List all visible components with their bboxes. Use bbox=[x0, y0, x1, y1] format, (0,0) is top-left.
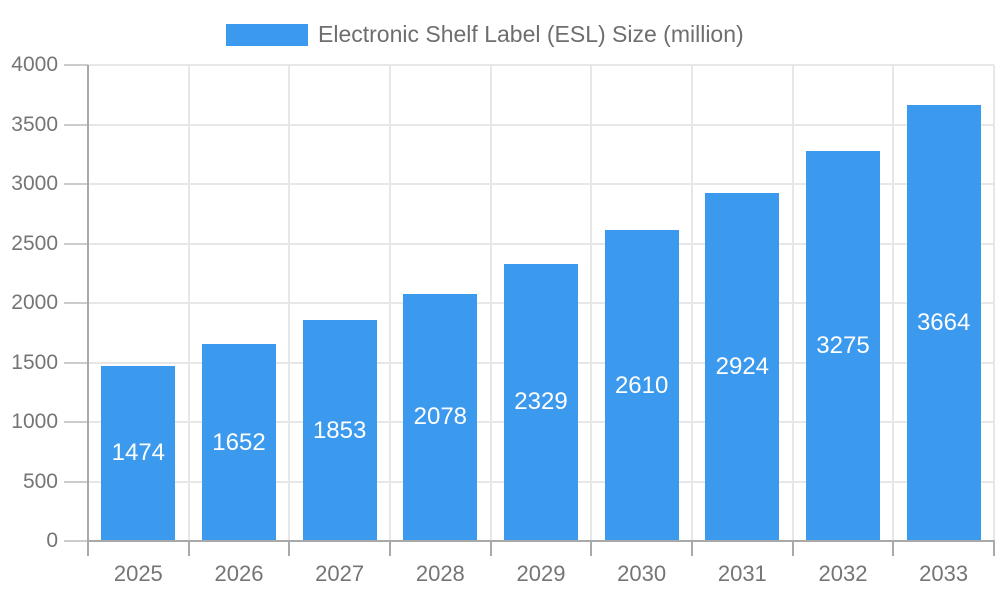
y-axis-label: 2000 bbox=[11, 291, 58, 314]
bar-value-label: 3275 bbox=[816, 332, 870, 360]
y-axis-label: 2500 bbox=[11, 231, 58, 255]
x-axis-label: 2028 bbox=[415, 561, 465, 586]
y-axis-tick bbox=[64, 302, 88, 304]
y-axis-label: 4000 bbox=[11, 53, 58, 76]
legend-swatch bbox=[226, 23, 308, 46]
bar-value-label: 2924 bbox=[715, 353, 770, 381]
gridline-vertical bbox=[791, 65, 794, 541]
bar-value-label: 2610 bbox=[614, 371, 669, 399]
bar-value-label: 3664 bbox=[916, 308, 971, 336]
bar-value-label: 1853 bbox=[312, 416, 367, 444]
bar[interactable] bbox=[202, 344, 276, 541]
x-axis-label: 2029 bbox=[516, 561, 566, 586]
gridline-vertical bbox=[489, 65, 492, 541]
y-axis-line bbox=[87, 65, 89, 543]
gridline-vertical bbox=[993, 65, 995, 541]
gridline-horizontal bbox=[88, 242, 994, 245]
gridline-vertical bbox=[389, 65, 391, 541]
y-axis-label: 3000 bbox=[11, 172, 58, 195]
bar[interactable] bbox=[604, 230, 679, 541]
bar[interactable] bbox=[705, 193, 780, 541]
gridline-vertical bbox=[590, 65, 593, 541]
x-axis-tick bbox=[389, 541, 391, 556]
x-axis-label: 2026 bbox=[214, 561, 264, 586]
x-axis-label: 2030 bbox=[617, 561, 667, 586]
y-axis-label: 1000 bbox=[11, 410, 58, 433]
gridline-vertical bbox=[288, 65, 291, 541]
y-axis-label: 1500 bbox=[11, 350, 58, 374]
x-axis-tick bbox=[590, 541, 593, 556]
gridline-horizontal bbox=[88, 64, 994, 66]
y-axis-tick bbox=[64, 421, 88, 423]
gridline-horizontal bbox=[88, 123, 994, 126]
y-axis-tick bbox=[64, 64, 88, 66]
x-axis-tick bbox=[791, 541, 794, 556]
bar-value-label: 1652 bbox=[212, 428, 266, 456]
y-axis-tick bbox=[64, 183, 88, 185]
x-axis-tick bbox=[489, 541, 492, 556]
x-axis-tick bbox=[993, 541, 995, 556]
bar-value-label: 1474 bbox=[111, 439, 166, 467]
x-axis-tick bbox=[892, 541, 895, 556]
gridline-horizontal bbox=[88, 183, 994, 185]
x-axis-line bbox=[87, 540, 995, 542]
gridline-vertical bbox=[187, 65, 190, 541]
y-axis-label: 3500 bbox=[11, 112, 58, 136]
y-axis-tick bbox=[64, 123, 88, 126]
bar[interactable] bbox=[403, 293, 478, 541]
x-axis-label: 2033 bbox=[919, 561, 969, 586]
x-axis-label: 2027 bbox=[315, 561, 365, 586]
bar-value-label: 2078 bbox=[413, 403, 468, 431]
y-axis-tick bbox=[64, 361, 88, 364]
y-axis-tick bbox=[64, 242, 88, 245]
gridline-vertical bbox=[892, 65, 895, 541]
y-axis-tick bbox=[64, 540, 88, 542]
y-axis-label: 0 bbox=[46, 529, 58, 552]
x-axis-label: 2025 bbox=[113, 561, 163, 586]
bar[interactable] bbox=[504, 263, 578, 541]
bar[interactable] bbox=[806, 151, 880, 541]
bar[interactable] bbox=[302, 320, 377, 541]
x-axis-tick bbox=[87, 541, 89, 556]
x-axis-tick bbox=[691, 541, 693, 556]
y-axis-label: 500 bbox=[22, 469, 58, 493]
x-axis-label: 2032 bbox=[818, 561, 868, 586]
legend-label: Electronic Shelf Label (ESL) Size (milli… bbox=[318, 21, 744, 47]
x-axis-tick bbox=[288, 541, 291, 556]
bar[interactable] bbox=[906, 104, 981, 541]
x-axis-label: 2031 bbox=[717, 561, 767, 586]
bar-value-label: 2329 bbox=[514, 388, 568, 416]
gridline-vertical bbox=[691, 65, 693, 541]
y-axis-tick bbox=[64, 480, 88, 483]
legend-item[interactable]: Electronic Shelf Label (ESL) Size (milli… bbox=[226, 21, 744, 48]
bar[interactable] bbox=[101, 365, 176, 541]
x-axis-tick bbox=[187, 541, 190, 556]
